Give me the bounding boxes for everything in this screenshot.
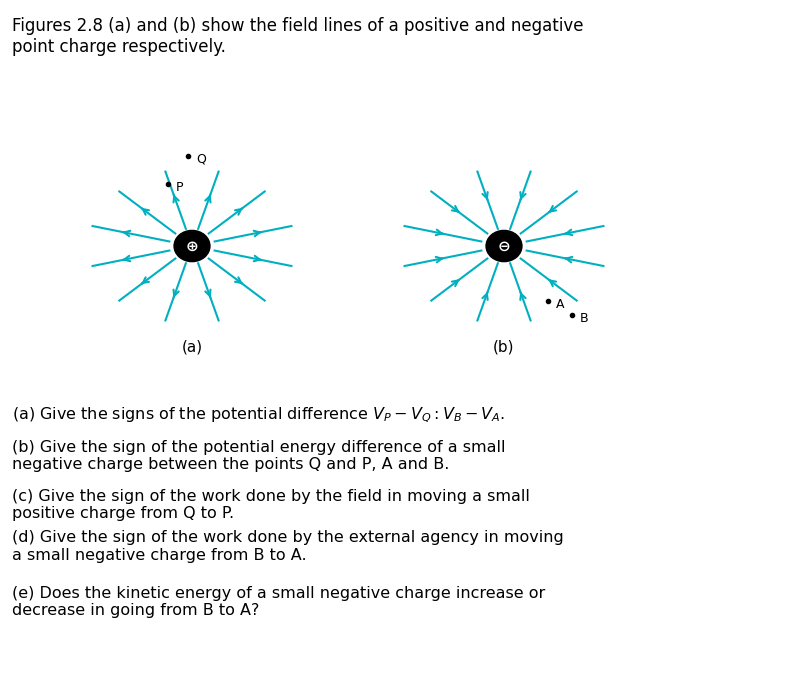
Text: (e) Does the kinetic energy of a small negative charge increase or
decrease in g: (e) Does the kinetic energy of a small n… xyxy=(12,586,546,618)
Circle shape xyxy=(486,231,522,261)
Text: (b): (b) xyxy=(494,339,514,354)
Text: P: P xyxy=(176,181,183,193)
Text: ⊖: ⊖ xyxy=(498,238,510,254)
Text: (b) Give the sign of the potential energy difference of a small
negative charge : (b) Give the sign of the potential energ… xyxy=(12,440,506,473)
Text: Q: Q xyxy=(196,153,206,166)
Circle shape xyxy=(174,231,210,261)
Text: Figures 2.8 (a) and (b) show the field lines of a positive and negative
point ch: Figures 2.8 (a) and (b) show the field l… xyxy=(12,17,583,56)
Text: A: A xyxy=(556,299,565,311)
Text: ⊕: ⊕ xyxy=(186,238,198,254)
Text: B: B xyxy=(580,313,589,325)
Text: (c) Give the sign of the work done by the field in moving a small
positive charg: (c) Give the sign of the work done by th… xyxy=(12,489,530,521)
Text: (d) Give the sign of the work done by the external agency in moving
a small nega: (d) Give the sign of the work done by th… xyxy=(12,530,564,563)
Text: (a): (a) xyxy=(182,339,202,354)
Text: (a) Give the signs of the potential difference $V_P - V_Q : V_B - V_A.$: (a) Give the signs of the potential diff… xyxy=(12,405,506,425)
